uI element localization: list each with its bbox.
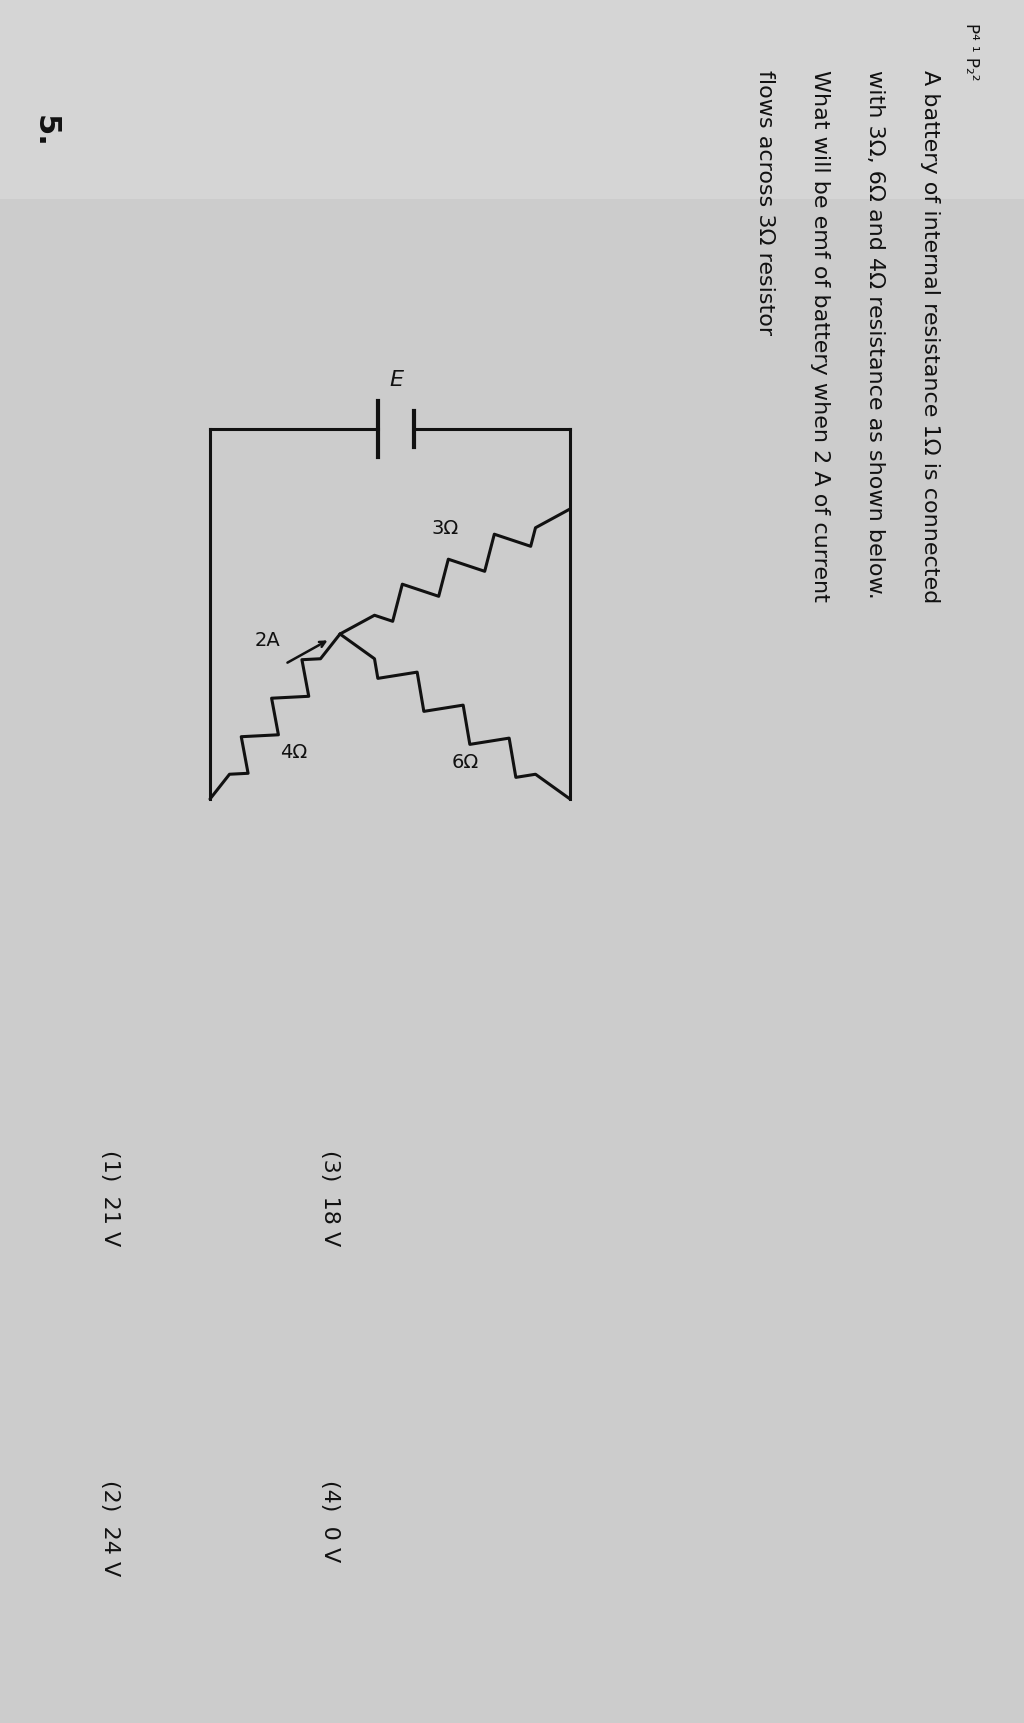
Bar <box>0 0 1024 200</box>
Text: 2A: 2A <box>254 631 280 650</box>
Text: flows across 3Ω resistor: flows across 3Ω resistor <box>755 71 775 334</box>
Text: (2)  24 V: (2) 24 V <box>100 1478 120 1575</box>
Text: with 3Ω, 6Ω and 4Ω resistance as shown below.: with 3Ω, 6Ω and 4Ω resistance as shown b… <box>865 71 885 598</box>
Text: (3)  18 V: (3) 18 V <box>321 1149 340 1246</box>
Text: 5.: 5. <box>31 115 60 148</box>
Text: A battery of internal resistance 1Ω is connected: A battery of internal resistance 1Ω is c… <box>920 71 940 603</box>
Text: What will be emf of battery when 2 A of current: What will be emf of battery when 2 A of … <box>810 71 830 601</box>
Text: 3Ω: 3Ω <box>431 519 459 538</box>
Text: P⁴ ¹ P₂²: P⁴ ¹ P₂² <box>962 22 980 79</box>
Text: 4Ω: 4Ω <box>280 743 307 762</box>
Text: E: E <box>389 370 403 389</box>
Text: 6Ω: 6Ω <box>452 751 478 772</box>
Text: (4)  0 V: (4) 0 V <box>321 1478 340 1561</box>
Text: (1)  21 V: (1) 21 V <box>100 1149 120 1246</box>
